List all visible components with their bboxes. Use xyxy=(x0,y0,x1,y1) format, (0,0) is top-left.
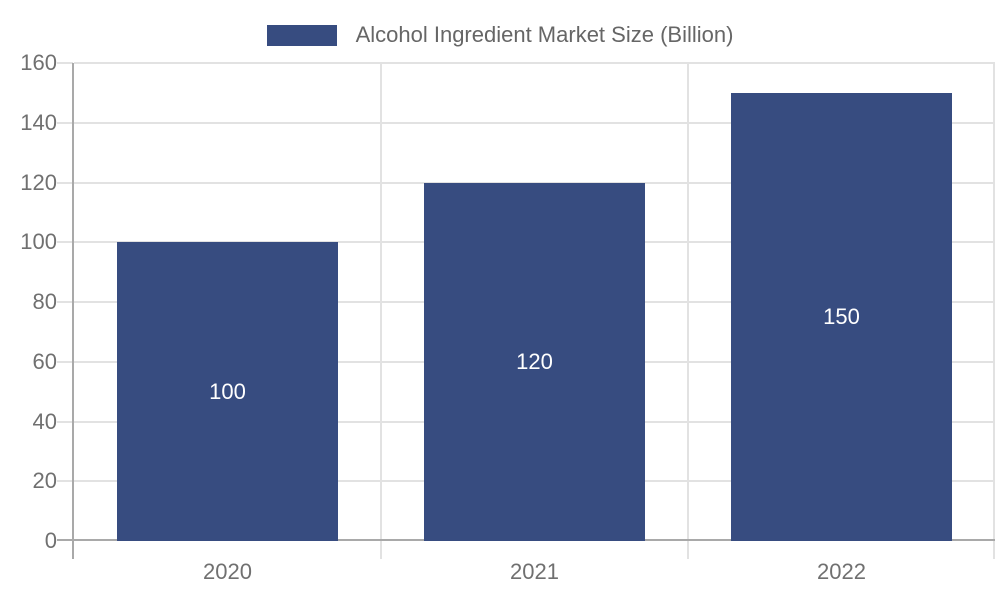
y-tick-label: 80 xyxy=(32,289,57,314)
y-axis-tick xyxy=(57,62,73,64)
grid-line-v xyxy=(687,63,689,541)
y-tick-label: 20 xyxy=(32,468,57,494)
plot-right-border xyxy=(993,63,995,559)
y-axis-tick xyxy=(57,121,73,124)
y-tick-label: 160 xyxy=(20,50,57,75)
legend: Alcohol Ingredient Market Size (Billion) xyxy=(0,22,1000,47)
y-axis-tick xyxy=(57,360,73,363)
y-axis-tick xyxy=(57,181,73,184)
legend-swatch xyxy=(266,24,337,46)
y-tick-label: 40 xyxy=(32,408,57,434)
x-tick-label: 2021 xyxy=(510,559,559,584)
y-axis-tick xyxy=(57,241,73,244)
x-tick-label: 2020 xyxy=(203,559,252,584)
y-tick-label: 100 xyxy=(20,229,57,255)
x-axis-tick xyxy=(380,541,382,559)
legend-label: Alcohol Ingredient Market Size (Billion) xyxy=(355,22,734,47)
grid-line-h xyxy=(74,62,995,64)
y-axis-line xyxy=(72,63,74,559)
bar-2021: 120 xyxy=(424,182,645,541)
y-axis-tick xyxy=(57,420,73,423)
y-axis-tick xyxy=(57,301,73,303)
grid-line-v xyxy=(380,63,382,541)
y-axis-tick xyxy=(57,480,73,483)
y-tick-label: 120 xyxy=(20,169,57,195)
grid-line-h xyxy=(74,121,995,124)
bar-2020: 100 xyxy=(117,242,338,541)
y-tick-label: 60 xyxy=(32,348,57,374)
x-tick-label: 2022 xyxy=(817,559,866,584)
bar-2022: 150 xyxy=(731,92,952,541)
y-tick-label: 140 xyxy=(20,109,57,135)
y-tick-label: 0 xyxy=(44,528,57,553)
x-axis-tick xyxy=(687,541,689,559)
